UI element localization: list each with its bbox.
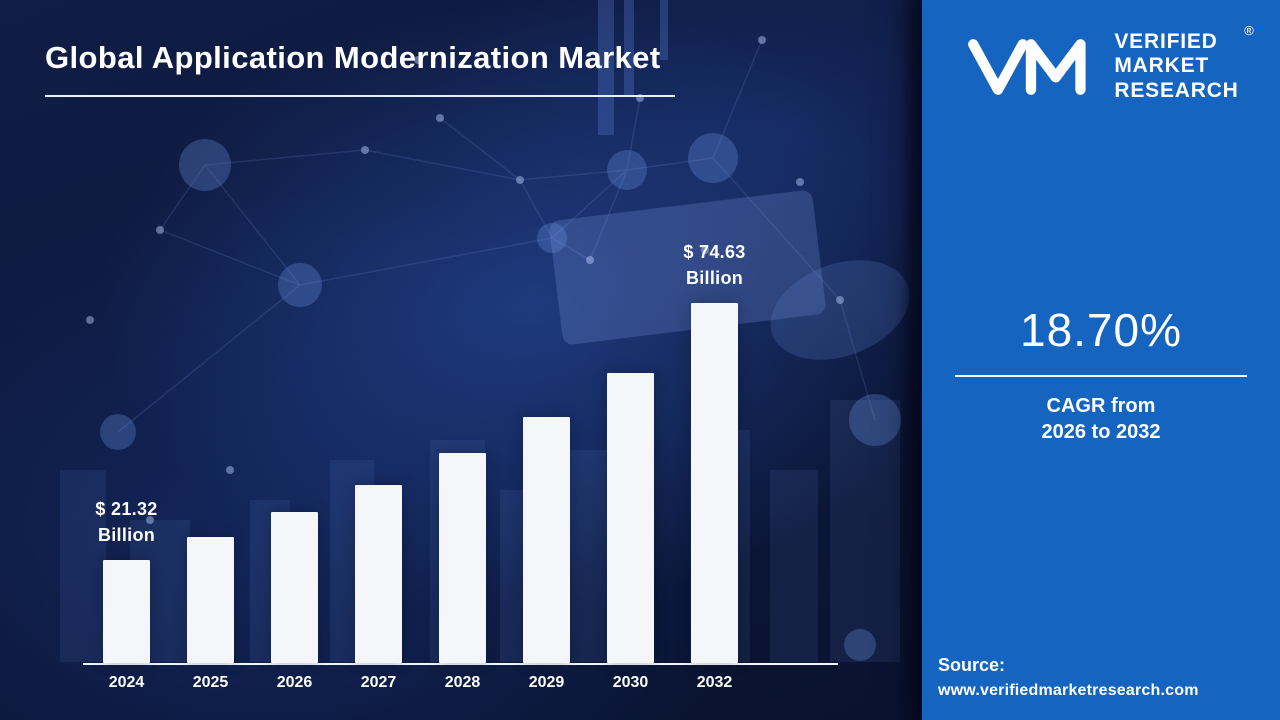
chart-section: Global Application Modernization Market …	[0, 0, 922, 720]
cagr-label: CAGR from 2026 to 2032	[922, 393, 1280, 446]
title-block: Global Application Modernization Market	[45, 36, 693, 98]
x-tick-label-2027: 2027	[360, 674, 397, 691]
bar-group-2027	[355, 485, 402, 663]
bars-row: $ 21.32 Billion $ 74.63 Billion	[83, 223, 838, 663]
bar-2030	[607, 373, 654, 663]
brand-line-2: MARKET	[1114, 54, 1209, 78]
bar-2024	[103, 560, 150, 663]
bar-group-2030	[607, 373, 654, 663]
bar-2025	[187, 537, 234, 663]
x-axis-line	[83, 663, 838, 665]
brand-line-3: RESEARCH	[1114, 78, 1239, 102]
info-panel: VERIFIED MARKET RESEARCH ® 18.70% CAGR f…	[922, 0, 1280, 720]
x-tick-label-2030: 2030	[612, 674, 649, 691]
cagr-stat-block: 18.70% CAGR from 2026 to 2032	[922, 303, 1280, 446]
title-underline	[45, 95, 675, 98]
bar-group-2026	[271, 512, 318, 663]
x-tick-label-2029: 2029	[528, 674, 565, 691]
bar-2029	[523, 417, 570, 663]
vmr-monogram-icon	[968, 38, 1086, 95]
x-tick-label-2028: 2028	[444, 674, 481, 691]
bar-group-2032: $ 74.63 Billion	[683, 242, 745, 663]
bar-2028	[439, 453, 486, 663]
bar-2027	[355, 485, 402, 663]
cagr-label-line-2: 2026 to 2032	[1041, 421, 1161, 444]
bar-2026	[271, 512, 318, 663]
source-url-link[interactable]: www.verifiedmarketresearch.com	[938, 682, 1199, 699]
x-tick-label-2024: 2024	[108, 674, 145, 691]
brand-line-1: VERIFIED	[1114, 30, 1218, 53]
brand-wordmark: VERIFIED MARKET RESEARCH ®	[1114, 23, 1253, 103]
brand-logo: VERIFIED MARKET RESEARCH ®	[922, 23, 1280, 103]
x-tick-label-2025: 2025	[192, 674, 229, 691]
source-block: Source: www.verifiedmarketresearch.com	[938, 655, 1274, 700]
cagr-label-line-1: CAGR from	[1046, 395, 1156, 417]
bar-group-2024: $ 21.32 Billion	[95, 499, 157, 663]
page-title: Global Application Modernization Market	[45, 40, 661, 75]
registered-trademark-icon: ®	[1244, 23, 1255, 38]
bar-2032	[691, 303, 738, 663]
stat-divider	[955, 375, 1247, 377]
x-tick-label-2026: 2026	[276, 674, 313, 691]
cagr-value: 18.70%	[1019, 304, 1182, 356]
bar-chart: $ 21.32 Billion $ 74.63 Billion 2024 2025 202…	[83, 223, 838, 692]
x-tick-label-2032: 2032	[696, 674, 733, 691]
bar-value-label-2032: $ 74.63 Billion	[683, 242, 746, 288]
bar-group-2025	[187, 537, 234, 663]
bar-value-label-2024: $ 21.32 Billion	[95, 499, 158, 545]
x-axis-labels: 2024 2025 2026 2027 2028 2029 2030 2032	[83, 674, 838, 692]
bar-group-2028	[439, 453, 486, 663]
source-label: Source:	[938, 655, 1006, 675]
bar-group-2029	[523, 417, 570, 663]
